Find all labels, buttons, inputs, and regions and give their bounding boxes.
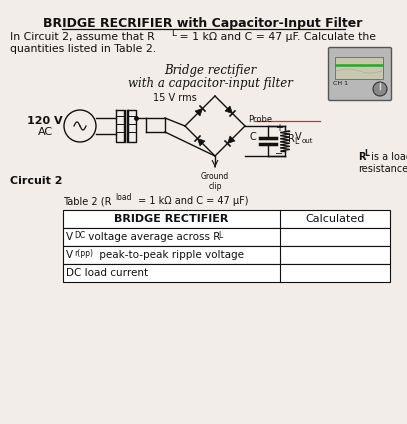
Text: +: +: [275, 123, 283, 133]
Text: DC load current: DC load current: [66, 268, 148, 278]
Text: is a load: is a load: [368, 152, 407, 162]
Text: quantities listed in Table 2.: quantities listed in Table 2.: [10, 44, 156, 54]
Text: CH 1: CH 1: [333, 81, 348, 86]
Text: with a capacitor-input filter: with a capacitor-input filter: [127, 77, 293, 90]
Bar: [63, 264, 390, 282]
Text: resistance: resistance: [358, 164, 407, 174]
Bar: [63, 210, 390, 228]
Text: peak-to-peak ripple voltage: peak-to-peak ripple voltage: [96, 250, 244, 260]
Bar: [63, 228, 390, 246]
Polygon shape: [197, 139, 205, 146]
Text: out: out: [302, 138, 313, 144]
Text: Probe: Probe: [248, 115, 272, 124]
Bar: [335, 57, 383, 79]
Circle shape: [373, 82, 387, 96]
Text: V: V: [295, 132, 302, 142]
Text: BRIDGE RECRIFIER with Capacitor-Input Filter: BRIDGE RECRIFIER with Capacitor-Input Fi…: [43, 17, 363, 30]
Text: Circuit 2: Circuit 2: [10, 176, 63, 186]
Text: L: L: [364, 149, 369, 158]
FancyBboxPatch shape: [328, 47, 392, 100]
Text: = 1 kΩ and C = 47 μF. Calculate the: = 1 kΩ and C = 47 μF. Calculate the: [176, 32, 376, 42]
Text: In Circuit 2, assume that R: In Circuit 2, assume that R: [10, 32, 155, 42]
Text: = 1 kΩ and C = 47 μF): = 1 kΩ and C = 47 μF): [135, 196, 249, 206]
Polygon shape: [195, 109, 202, 116]
Text: V: V: [66, 232, 73, 242]
Text: R: R: [288, 134, 295, 144]
Text: AC: AC: [37, 127, 53, 137]
Text: L: L: [294, 137, 298, 147]
Polygon shape: [228, 136, 235, 143]
Text: Calculated: Calculated: [305, 214, 365, 224]
Text: C: C: [249, 132, 256, 142]
Text: R: R: [358, 152, 365, 162]
Text: voltage average across R: voltage average across R: [85, 232, 220, 242]
Text: V: V: [66, 250, 73, 260]
Text: 120 V: 120 V: [27, 116, 63, 126]
Text: L: L: [171, 29, 176, 38]
Text: Bridge rectifier: Bridge rectifier: [164, 64, 256, 77]
Bar: [63, 246, 390, 264]
Text: 15 V rms: 15 V rms: [153, 93, 197, 103]
Text: r(pp): r(pp): [74, 248, 93, 257]
Text: L: L: [218, 231, 222, 240]
Text: DC: DC: [74, 231, 85, 240]
Text: −: −: [275, 149, 283, 159]
Polygon shape: [225, 106, 232, 114]
Text: load: load: [115, 193, 131, 202]
Text: BRIDGE RECTIFIER: BRIDGE RECTIFIER: [114, 214, 229, 224]
Text: Table 2 (R: Table 2 (R: [63, 196, 112, 206]
Text: Ground
clip: Ground clip: [201, 172, 229, 191]
